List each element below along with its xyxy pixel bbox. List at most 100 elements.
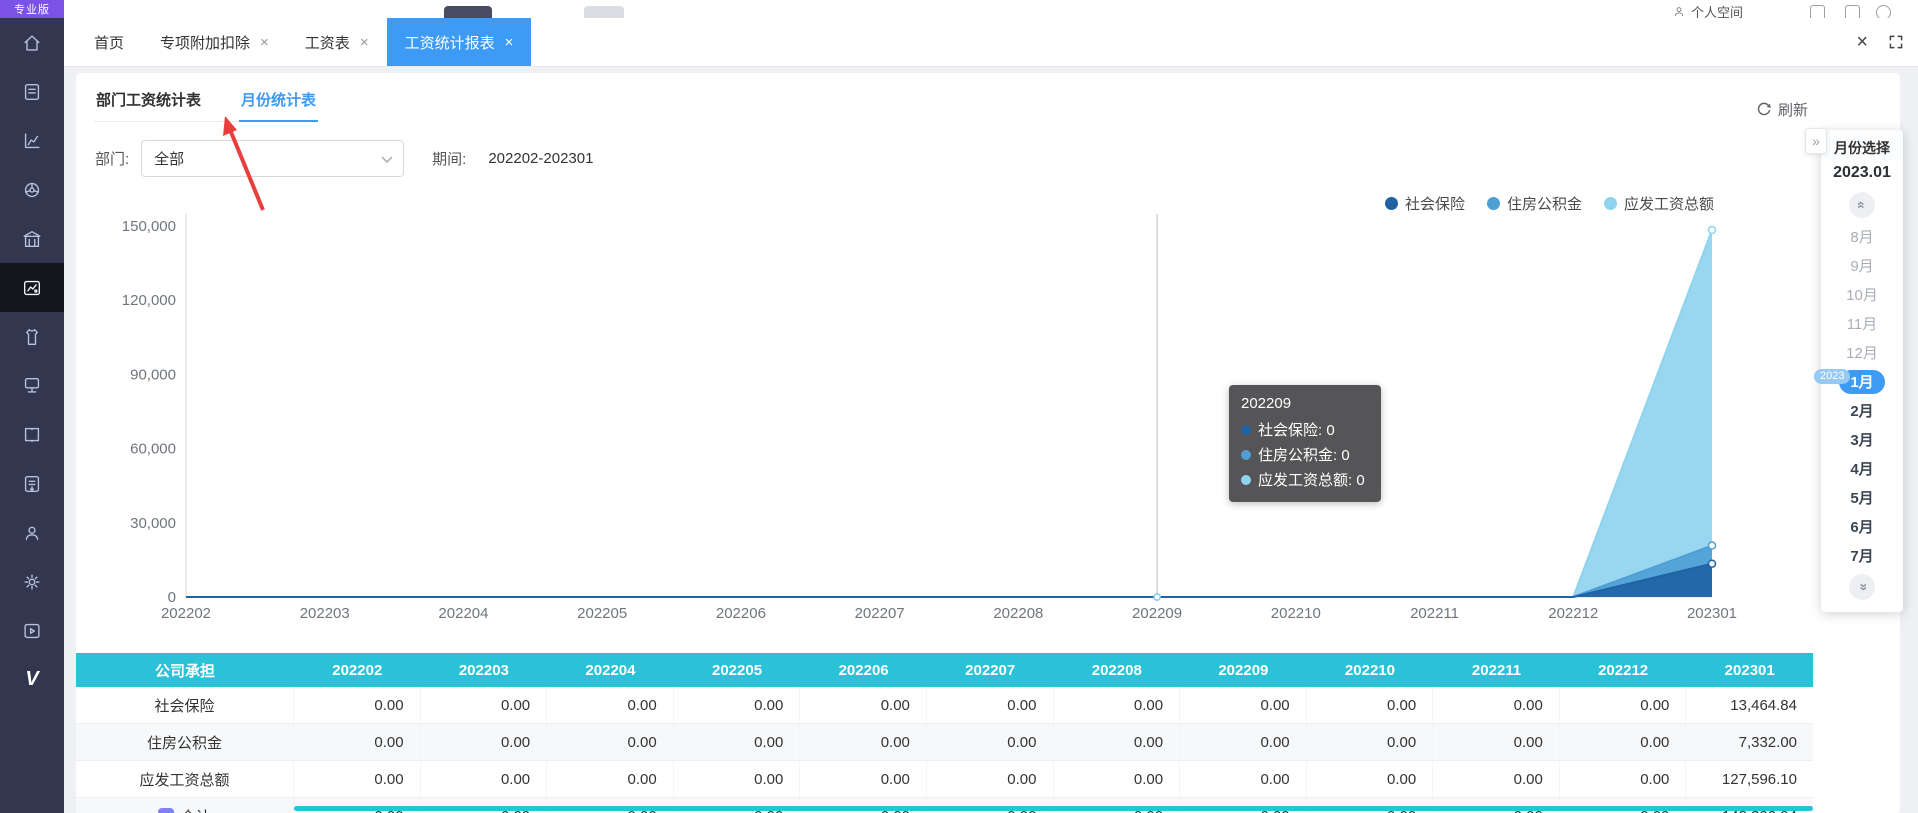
scroll-down-button[interactable]: « xyxy=(1849,574,1875,600)
row-label-cell: 应发工资总额 xyxy=(76,761,294,797)
table-header-month: 202203 xyxy=(458,661,509,679)
table-cell: 0.00 xyxy=(1560,687,1687,723)
table-horizontal-scrollbar[interactable] xyxy=(294,806,1813,811)
month-item-11月[interactable]: 11月 xyxy=(1846,316,1878,333)
table-cell: 0.00 xyxy=(674,761,801,797)
refresh-button[interactable]: 刷新 xyxy=(1756,99,1808,120)
topbar-icon-1[interactable] xyxy=(1810,5,1825,18)
month-picker-panel: » 月份选择 2023.01 « 8月 9月 10月 11月 12月 2023 1月 2月 3月… xyxy=(1805,128,1903,612)
legend-label: 社会保险 xyxy=(1404,196,1465,213)
edition-badge: 专业版 xyxy=(0,0,64,18)
home-icon xyxy=(21,32,43,54)
month-item-2月[interactable]: 2月 xyxy=(1850,403,1874,420)
tab-bar: 首页 专项附加扣除 × 工资表 × 工资统计报表 × × xyxy=(64,18,1918,67)
topbar-icon-3[interactable] xyxy=(1876,5,1891,18)
x-tick-label: 202209 xyxy=(1132,605,1182,622)
sidebar-item-salary-reports[interactable] xyxy=(0,263,64,312)
sidebar-item-home[interactable] xyxy=(0,18,64,67)
sidebar-item-ledger[interactable] xyxy=(0,410,64,459)
row-label-cell: 住房公积金 xyxy=(76,724,294,760)
workspace-switcher[interactable]: 个人空间 xyxy=(1672,2,1743,18)
user-icon xyxy=(1674,6,1684,16)
sidebar-item-vouchers[interactable] xyxy=(0,67,64,116)
collapse-panel-icon[interactable]: » xyxy=(1805,128,1827,154)
sidebar-item-contacts[interactable] xyxy=(0,508,64,557)
table-row-应发工资总额: 应发工资总额 0.00 0.00 0.00 0.00 0.00 0.00 0.00 0.00 0.… xyxy=(76,761,1813,798)
sidebar-item-reports[interactable] xyxy=(0,116,64,165)
legend-dot-icon xyxy=(1486,197,1500,210)
month-item-3月[interactable]: 3月 xyxy=(1850,432,1874,449)
sidebar-item-invoices[interactable] xyxy=(0,214,64,263)
tab-close-icon[interactable]: × xyxy=(359,33,369,51)
x-tick-label: 202212 xyxy=(1548,605,1598,622)
tooltip-line: 住房公积金: 0 xyxy=(1241,444,1365,465)
legend-item-社会保险[interactable]: 社会保险 xyxy=(1384,193,1465,214)
tooltip-series-dot xyxy=(1241,424,1251,435)
tab-工资表[interactable]: 工资表 × xyxy=(287,18,387,66)
sidebar-item-brand-v[interactable]: V xyxy=(0,655,64,704)
tab-首页[interactable]: 首页 xyxy=(76,18,142,66)
sidebar-item-cockpit[interactable] xyxy=(0,165,64,214)
row-label: 合计 xyxy=(180,806,210,813)
table-cell: 0.00 xyxy=(1307,687,1434,723)
x-tick-label: 202210 xyxy=(1271,605,1321,622)
subtab-部门工资统计表[interactable]: 部门工资统计表 xyxy=(96,92,202,109)
tab-label: 专项附加扣除 xyxy=(160,34,251,52)
subtab-月份统计表[interactable]: 月份统计表 xyxy=(239,89,319,122)
tab-专项附加扣除[interactable]: 专项附加扣除 × xyxy=(142,18,287,66)
cockpit-icon xyxy=(21,179,43,201)
close-all-tabs-icon[interactable]: × xyxy=(1856,31,1868,53)
y-tick-label: 90,000 xyxy=(130,366,176,383)
month-item-9月[interactable]: 9月 xyxy=(1850,258,1874,275)
table-cell: 0.00 xyxy=(1307,724,1434,760)
legend-item-住房公积金[interactable]: 住房公积金 xyxy=(1486,193,1582,214)
month-item-5月[interactable]: 5月 xyxy=(1850,490,1874,507)
month-item-6月[interactable]: 6月 xyxy=(1850,519,1874,536)
department-select[interactable]: 全部 xyxy=(141,140,405,177)
sidebar-item-settings[interactable] xyxy=(0,557,64,606)
table-header-month: 202206 xyxy=(838,661,889,679)
month-item-8月[interactable]: 8月 xyxy=(1850,229,1874,246)
month-item-7月[interactable]: 7月 xyxy=(1850,548,1874,565)
table-cell: 0.00 xyxy=(1180,724,1307,760)
total-icon: ≡ xyxy=(158,808,175,813)
table-row-住房公积金: 住房公积金 0.00 0.00 0.00 0.00 0.00 0.00 0.00 0.00 0.0… xyxy=(76,724,1813,761)
month-item-4月[interactable]: 4月 xyxy=(1850,461,1874,478)
reports-icon xyxy=(21,130,43,152)
chart-tooltip: 202209 社会保险: 0 住房公积金: 0 应发工资总额: 0 xyxy=(1229,385,1381,502)
table-cell: 0.00 xyxy=(800,761,927,797)
area-社会保险 xyxy=(186,563,1712,597)
point-marker xyxy=(1707,541,1717,550)
x-tick-label: 202208 xyxy=(993,605,1043,622)
legend-item-应发工资总额[interactable]: 应发工资总额 xyxy=(1603,193,1714,214)
sidebar-item-media[interactable] xyxy=(0,606,64,655)
salary-chart[interactable]: 0 30,000 60,000 90,000 120,000 150,000 202202 2… xyxy=(76,191,1900,629)
table-cell: 0.00 xyxy=(927,761,1054,797)
media-icon xyxy=(21,620,43,642)
sidebar-item-inventory[interactable] xyxy=(0,312,64,361)
topbar-clipped-control-2[interactable] xyxy=(584,6,624,18)
period-value: 202202-202301 xyxy=(488,150,594,167)
table-header-month: 202205 xyxy=(712,661,763,679)
tab-label: 首页 xyxy=(94,34,125,52)
tab-工资统计报表[interactable]: 工资统计报表 × xyxy=(386,18,532,66)
salary-reports-icon xyxy=(21,277,43,299)
brand-v-icon: V xyxy=(25,668,39,690)
table-cell: 0.00 xyxy=(1054,687,1181,723)
row-label-cell: ≡ 合计 xyxy=(76,798,294,813)
tab-close-icon[interactable]: × xyxy=(504,33,514,51)
topbar-clipped-control[interactable] xyxy=(444,6,492,18)
chart-canvas[interactable]: 0 30,000 60,000 90,000 120,000 150,000 202202 2… xyxy=(76,191,1816,629)
tab-close-icon[interactable]: × xyxy=(260,33,269,51)
scroll-up-button[interactable]: « xyxy=(1849,192,1875,218)
topbar-icon-2[interactable] xyxy=(1845,5,1860,18)
sidebar-item-checkout[interactable] xyxy=(0,459,64,508)
table-cell: 0.00 xyxy=(927,687,1054,723)
month-item-10月[interactable]: 10月 xyxy=(1846,287,1878,304)
month-item-12月[interactable]: 12月 xyxy=(1846,345,1878,362)
row-label: 应发工资总额 xyxy=(139,771,230,789)
fullscreen-icon[interactable] xyxy=(1888,34,1904,50)
table-header-month: 202202 xyxy=(332,661,383,679)
sidebar-item-terminal[interactable] xyxy=(0,361,64,410)
